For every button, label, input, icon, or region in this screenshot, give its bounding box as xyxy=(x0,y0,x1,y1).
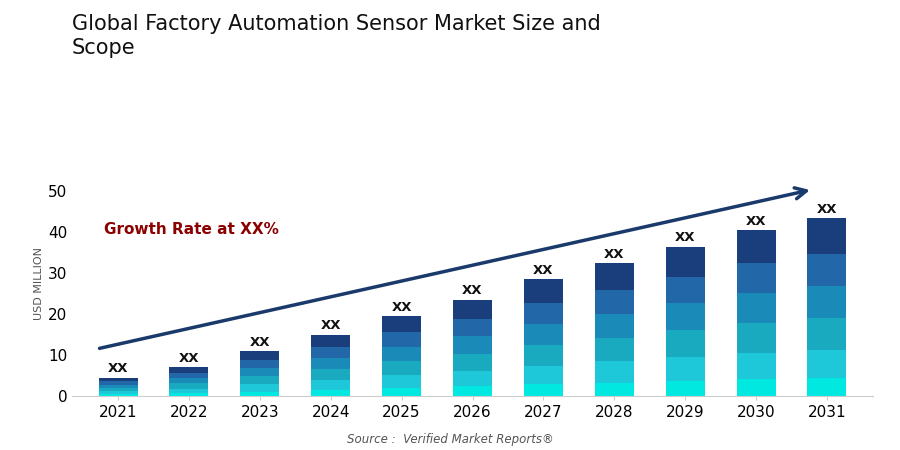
Text: XX: XX xyxy=(746,215,766,228)
Bar xyxy=(169,378,209,383)
Bar xyxy=(666,277,705,303)
Bar xyxy=(736,230,776,263)
Text: XX: XX xyxy=(675,231,696,244)
Y-axis label: USD MILLION: USD MILLION xyxy=(33,247,43,320)
Bar xyxy=(453,387,492,396)
Bar xyxy=(169,388,209,393)
Bar xyxy=(807,378,846,396)
Bar xyxy=(666,303,705,330)
Bar xyxy=(382,388,421,396)
Bar xyxy=(595,361,634,382)
Bar xyxy=(736,353,776,379)
Bar xyxy=(169,373,209,378)
Text: Global Factory Automation Sensor Market Size and
Scope: Global Factory Automation Sensor Market … xyxy=(72,14,601,58)
Text: Growth Rate at XX%: Growth Rate at XX% xyxy=(104,222,279,237)
Bar xyxy=(524,366,562,384)
Bar xyxy=(524,345,562,366)
Bar xyxy=(382,332,421,347)
Text: XX: XX xyxy=(604,248,625,261)
Bar xyxy=(807,254,846,286)
Bar xyxy=(807,286,846,318)
Text: XX: XX xyxy=(533,264,554,277)
Bar xyxy=(240,368,279,376)
Bar xyxy=(524,303,562,324)
Bar xyxy=(453,354,492,371)
Bar xyxy=(453,371,492,387)
Bar xyxy=(99,385,138,388)
Bar xyxy=(453,300,492,319)
Bar xyxy=(524,279,562,303)
Bar xyxy=(240,360,279,368)
Bar xyxy=(595,314,634,338)
Bar xyxy=(99,388,138,391)
Bar xyxy=(807,350,846,378)
Bar xyxy=(240,351,279,360)
Bar xyxy=(99,378,138,381)
Bar xyxy=(524,324,562,345)
Bar xyxy=(453,319,492,337)
Bar xyxy=(736,323,776,353)
Bar xyxy=(99,381,138,385)
Text: XX: XX xyxy=(108,362,129,375)
Bar xyxy=(169,367,209,373)
Bar xyxy=(240,376,279,384)
Text: XX: XX xyxy=(179,352,199,365)
Bar xyxy=(311,390,350,396)
Bar xyxy=(99,391,138,394)
Text: XX: XX xyxy=(392,301,412,314)
Bar xyxy=(382,316,421,332)
Bar xyxy=(382,346,421,361)
Bar xyxy=(736,379,776,396)
Bar xyxy=(736,263,776,293)
Bar xyxy=(311,347,350,358)
Bar xyxy=(595,338,634,361)
Bar xyxy=(666,247,705,277)
Bar xyxy=(666,381,705,396)
Bar xyxy=(311,380,350,390)
Bar xyxy=(807,318,846,350)
Bar xyxy=(311,369,350,380)
Bar xyxy=(807,218,846,254)
Bar xyxy=(595,263,634,290)
Text: XX: XX xyxy=(816,202,837,216)
Bar xyxy=(240,392,279,396)
Bar xyxy=(169,393,209,396)
Bar xyxy=(666,330,705,357)
Bar xyxy=(382,375,421,388)
Bar xyxy=(382,361,421,375)
Bar xyxy=(99,394,138,396)
Text: XX: XX xyxy=(249,336,270,349)
Text: XX: XX xyxy=(463,284,482,297)
Bar xyxy=(736,293,776,323)
Text: Source :  Verified Market Reports®: Source : Verified Market Reports® xyxy=(346,432,554,446)
Bar xyxy=(595,290,634,314)
Bar xyxy=(311,335,350,347)
Bar xyxy=(595,382,634,396)
Bar xyxy=(169,383,209,388)
Bar xyxy=(524,384,562,396)
Bar xyxy=(666,357,705,381)
Bar xyxy=(240,384,279,392)
Bar xyxy=(453,337,492,354)
Bar xyxy=(311,358,350,369)
Text: XX: XX xyxy=(320,319,341,332)
